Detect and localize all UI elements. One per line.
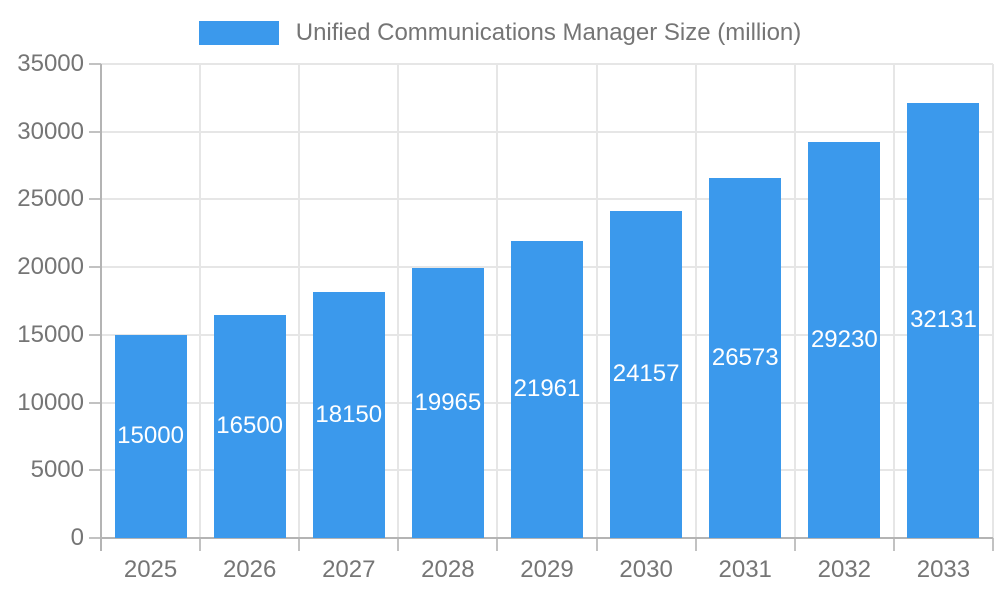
x-gridline	[892, 64, 895, 538]
y-axis-tick	[89, 537, 101, 539]
legend[interactable]: Unified Communications Manager Size (mil…	[0, 21, 1000, 45]
x-gridline	[496, 64, 499, 538]
y-axis-tick	[89, 401, 101, 404]
y-axis-label: 5000	[30, 456, 84, 484]
bar-2031[interactable]: 26573	[709, 178, 782, 538]
x-gridline	[694, 64, 697, 538]
x-gridline	[793, 64, 796, 538]
x-axis-label-2031: 2031	[718, 556, 772, 583]
bar-2025[interactable]: 15000	[114, 334, 187, 538]
x-axis-tick	[397, 538, 400, 551]
y-axis-label: 10000	[17, 388, 84, 416]
y-axis-tick	[89, 63, 101, 65]
bar-2028[interactable]: 19965	[411, 267, 484, 538]
bar-2030[interactable]: 24157	[610, 210, 683, 538]
bar-2026[interactable]: 16500	[213, 314, 286, 538]
x-gridline	[992, 64, 994, 538]
x-axis-label-2032: 2032	[817, 556, 872, 583]
x-axis-label-2029: 2029	[520, 556, 574, 583]
bar-value-label: 32131	[910, 306, 977, 334]
x-gridline	[298, 64, 301, 538]
x-axis-label-2030: 2030	[619, 556, 673, 583]
y-gridline	[101, 198, 993, 201]
bar-2029[interactable]: 21961	[511, 240, 583, 538]
y-axis-tick	[89, 130, 101, 133]
bar-value-label: 24157	[612, 360, 680, 388]
x-axis-tick	[199, 538, 202, 551]
y-axis-tick	[89, 333, 101, 336]
x-axis-tick	[793, 538, 796, 551]
x-axis-tick	[892, 538, 895, 551]
x-gridline	[199, 64, 202, 538]
x-axis-tick	[100, 538, 102, 551]
y-axis-line	[100, 64, 102, 538]
y-gridline	[101, 63, 993, 65]
y-axis-label: 20000	[17, 253, 84, 281]
bar-value-label: 18150	[315, 401, 383, 429]
bar-value-label: 21961	[513, 375, 581, 403]
bar-2032[interactable]: 29230	[808, 142, 881, 538]
bar-value-label: 19965	[414, 388, 482, 416]
y-axis-label: 15000	[17, 320, 84, 348]
x-axis-label-2026: 2026	[222, 556, 277, 583]
x-axis-tick	[496, 538, 499, 551]
y-axis-tick	[89, 469, 101, 472]
legend-swatch-icon	[198, 21, 279, 45]
y-axis-tick	[89, 266, 101, 269]
y-axis-label: 25000	[17, 185, 84, 213]
x-axis-line	[101, 537, 993, 539]
bar-value-label: 15000	[117, 422, 184, 450]
bar-value-label: 29230	[810, 326, 878, 354]
y-axis-label: 35000	[17, 50, 84, 77]
legend-label: Unified Communications Manager Size (mil…	[295, 19, 802, 46]
bar-value-label: 26573	[711, 344, 779, 372]
x-axis-label-2027: 2027	[322, 556, 376, 583]
bar-2027[interactable]: 18150	[312, 292, 385, 538]
x-axis-label-2028: 2028	[421, 556, 475, 583]
y-axis-label: 30000	[17, 117, 84, 145]
y-gridline	[101, 130, 993, 133]
x-axis-tick	[595, 538, 598, 551]
y-axis-label: 0	[70, 524, 84, 551]
x-gridline	[595, 64, 598, 538]
x-axis-label-2025: 2025	[123, 556, 178, 583]
x-axis-label-2033: 2033	[916, 556, 971, 583]
bar-value-label: 16500	[216, 412, 284, 440]
bar-2033[interactable]: 32131	[907, 102, 980, 538]
x-axis-tick	[694, 538, 697, 551]
x-gridline	[397, 64, 400, 538]
x-axis-tick	[298, 538, 301, 551]
y-axis-tick	[89, 198, 101, 201]
x-axis-tick	[992, 538, 994, 551]
